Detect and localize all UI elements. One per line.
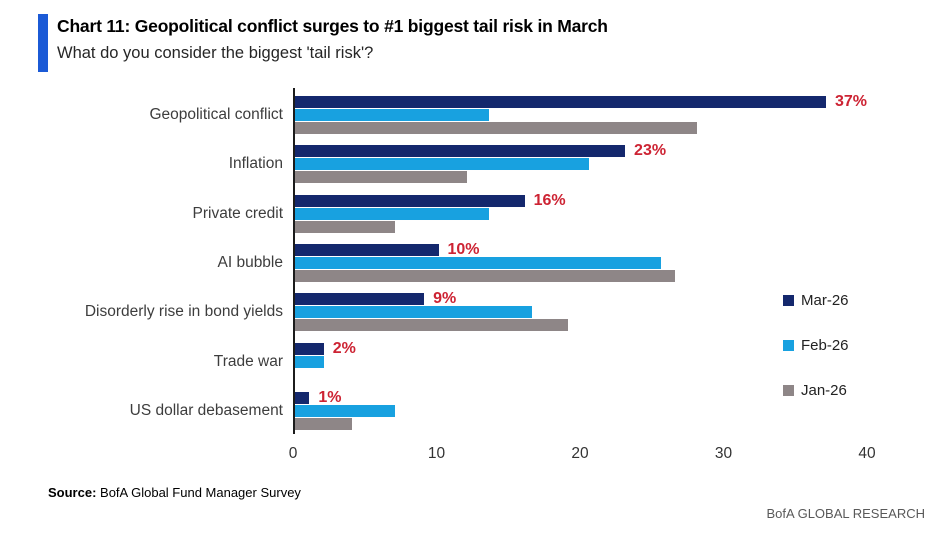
value-label: 1% xyxy=(318,388,342,406)
bar-feb-26 xyxy=(295,355,324,368)
bar-mar-26 xyxy=(295,342,324,355)
bar-jan-26 xyxy=(295,417,353,430)
x-tick-label: 40 xyxy=(858,445,876,462)
legend-swatch-icon xyxy=(783,295,794,306)
bar-jan-26 xyxy=(295,122,697,134)
bar-jan-26 xyxy=(295,171,468,184)
source-label: Source: xyxy=(48,485,97,500)
bar-mar-26 xyxy=(295,243,439,256)
category-label: Disorderly rise in bond yields xyxy=(84,303,283,321)
bar-mar-26 xyxy=(295,194,525,207)
value-label: 16% xyxy=(533,191,566,209)
legend-item-feb-26: Feb-26 xyxy=(783,337,849,354)
legend-item-jan-26: Jan-26 xyxy=(783,382,847,399)
bar-feb-26 xyxy=(295,256,661,269)
value-label: 23% xyxy=(634,142,667,160)
category-label: Trade war xyxy=(213,352,283,370)
legend-item-mar-26: Mar-26 xyxy=(783,292,849,309)
source-text: BofA Global Fund Manager Survey xyxy=(100,485,301,500)
bar-jan-26 xyxy=(295,319,568,332)
category-label: AI bubble xyxy=(217,253,284,271)
bar-mar-26 xyxy=(295,145,626,158)
category-label: Inflation xyxy=(228,155,283,173)
value-label: 37% xyxy=(834,93,867,110)
category-label: Geopolitical conflict xyxy=(149,106,283,123)
y-axis-line xyxy=(293,88,295,434)
x-tick-label: 10 xyxy=(427,445,446,462)
value-label: 9% xyxy=(433,290,457,308)
accent-bar xyxy=(38,14,48,72)
chart-title: Chart 11: Geopolitical conflict surges t… xyxy=(57,16,608,36)
bar-mar-26 xyxy=(295,96,826,108)
x-tick-label: 0 xyxy=(288,445,298,462)
category-label: US dollar debasement xyxy=(129,401,283,419)
bar-mar-26 xyxy=(295,293,425,306)
brand-text: BofA GLOBAL RESEARCH xyxy=(766,506,925,521)
bar-feb-26 xyxy=(295,109,489,121)
bar-feb-26 xyxy=(295,158,590,171)
bar-jan-26 xyxy=(295,269,676,282)
legend-label: Jan-26 xyxy=(801,382,847,399)
bar-feb-26 xyxy=(295,404,396,417)
value-label: 10% xyxy=(447,240,480,258)
source-note: Source: BofA Global Fund Manager Survey xyxy=(48,485,301,500)
legend-label: Feb-26 xyxy=(801,337,849,354)
legend-swatch-icon xyxy=(783,385,794,396)
legend-swatch-icon xyxy=(783,340,794,351)
bar-feb-26 xyxy=(295,306,532,319)
chart-subtitle: What do you consider the biggest 'tail r… xyxy=(57,44,374,62)
x-tick-label: 30 xyxy=(714,445,733,462)
x-tick-label: 20 xyxy=(571,445,589,462)
value-label: 2% xyxy=(332,339,356,357)
category-label: Private credit xyxy=(192,204,283,222)
bar-jan-26 xyxy=(295,220,396,233)
bar-mar-26 xyxy=(295,391,310,404)
legend-label: Mar-26 xyxy=(801,292,849,309)
bar-feb-26 xyxy=(295,207,489,220)
